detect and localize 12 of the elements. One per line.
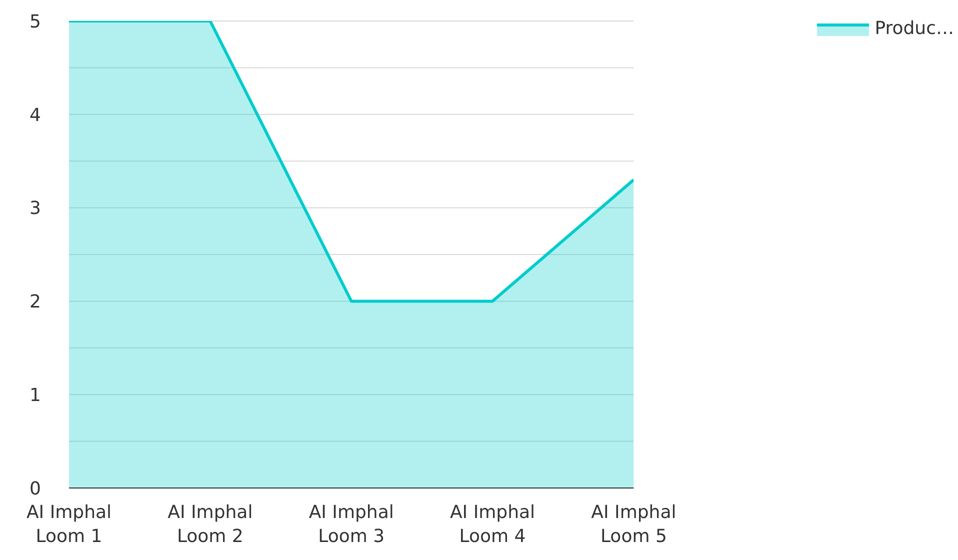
x-tick-label: AI Imphal Loom 3 xyxy=(308,502,394,547)
x-tick-label: AI Imphal Loom 5 xyxy=(591,502,676,547)
y-tick-label: 5 xyxy=(30,11,41,32)
y-tick-label: 2 xyxy=(30,292,41,313)
x-tick-label: AI Imphal Loom 1 xyxy=(26,502,112,547)
legend-label: Produc… xyxy=(874,18,954,39)
x-tick-label: AI Imphal Loom 4 xyxy=(450,502,536,547)
y-tick-label: 0 xyxy=(30,478,41,500)
y-tick-label: 1 xyxy=(30,384,41,406)
y-tick-label: 4 xyxy=(30,104,41,126)
y-tick-label: 3 xyxy=(30,198,41,220)
x-tick-label: AI Imphal Loom 2 xyxy=(168,502,253,547)
